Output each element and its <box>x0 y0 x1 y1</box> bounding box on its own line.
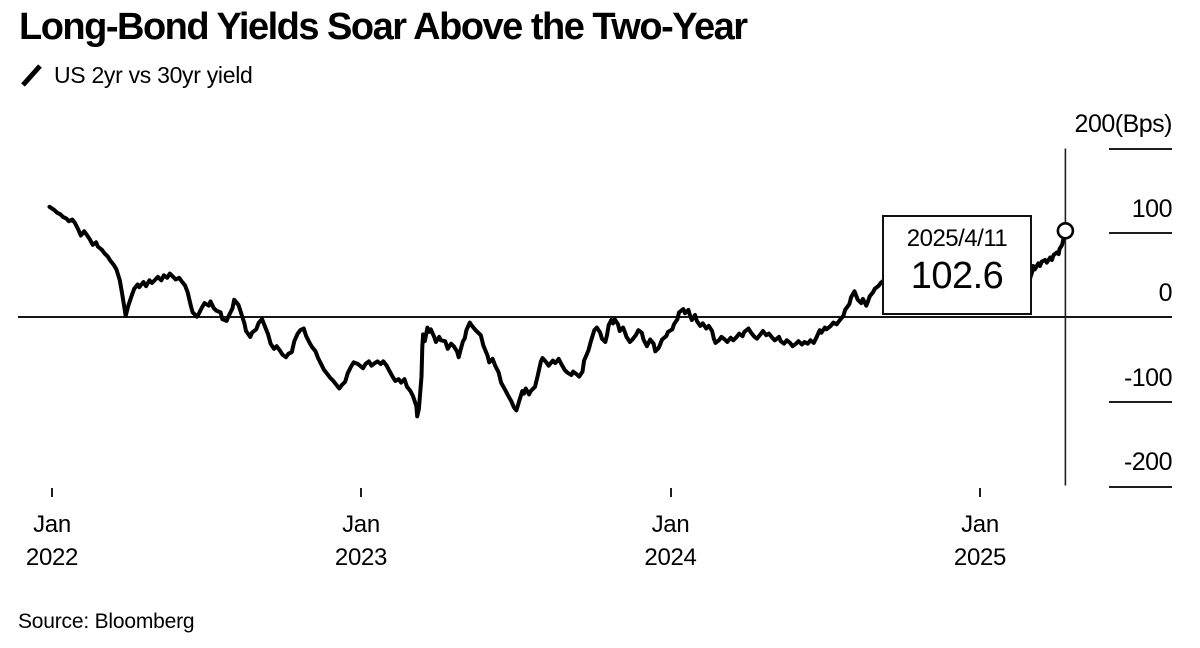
ytick-100 <box>1109 232 1172 234</box>
xtick-jan-2022 <box>51 488 53 497</box>
y-tick-text: -200 <box>1123 448 1173 476</box>
x-axis-label-2022: Jan 2022 <box>25 508 79 574</box>
series-legend: US 2yr vs 30yr yield <box>20 60 253 90</box>
xtick-jan-2023 <box>360 488 362 497</box>
source-credit: Source: Bloomberg <box>18 610 195 633</box>
xtick-jan-2025 <box>979 488 981 497</box>
x-label-year: 2022 <box>25 544 79 571</box>
zero-axis-line <box>18 315 1172 318</box>
x-axis-label-2024: Jan 2024 <box>644 508 697 574</box>
last-point-marker-dot <box>1056 222 1075 240</box>
x-label-year: 2023 <box>334 544 388 571</box>
x-axis-label-2023: Jan 2023 <box>334 508 388 574</box>
callout-value: 102.6 <box>910 255 1004 297</box>
ytick-200 <box>1109 147 1172 150</box>
y-axis-label-neg200: -200 <box>1123 448 1173 476</box>
x-label-month: Jan <box>651 511 690 538</box>
y-tick-text: 0 <box>1158 279 1173 307</box>
y-axis-label-200: 200(Bps) <box>1074 110 1173 138</box>
x-label-month: Jan <box>961 511 999 538</box>
spread-line-series <box>47 204 1068 419</box>
line-series-legend-icon <box>21 64 42 87</box>
ytick-neg200 <box>1109 485 1172 488</box>
chart-title: Long-Bond Yields Soar Above the Two-Year <box>19 6 748 48</box>
y-axis-label-100: 100 <box>1131 195 1173 223</box>
last-value-callout: 2025/4/11 102.6 <box>882 215 1032 315</box>
callout-date: 2025/4/11 <box>906 225 1008 252</box>
y-tick-text: 200 <box>1074 110 1116 138</box>
series-legend-label: US 2yr vs 30yr yield <box>54 61 253 88</box>
ytick-neg100 <box>1109 401 1172 403</box>
xtick-jan-2024 <box>670 488 672 497</box>
x-label-year: 2025 <box>953 544 1007 571</box>
y-axis-label-0: 0 <box>1158 279 1173 307</box>
x-label-month: Jan <box>33 511 71 538</box>
x-label-month: Jan <box>342 511 380 538</box>
y-tick-text: -100 <box>1123 364 1173 392</box>
x-label-year: 2024 <box>644 544 697 571</box>
y-axis-unit: (Bps) <box>1114 110 1173 138</box>
y-axis-label-neg100: -100 <box>1123 364 1173 392</box>
x-axis-label-2025: Jan 2025 <box>953 508 1007 574</box>
y-tick-text: 100 <box>1131 195 1173 223</box>
